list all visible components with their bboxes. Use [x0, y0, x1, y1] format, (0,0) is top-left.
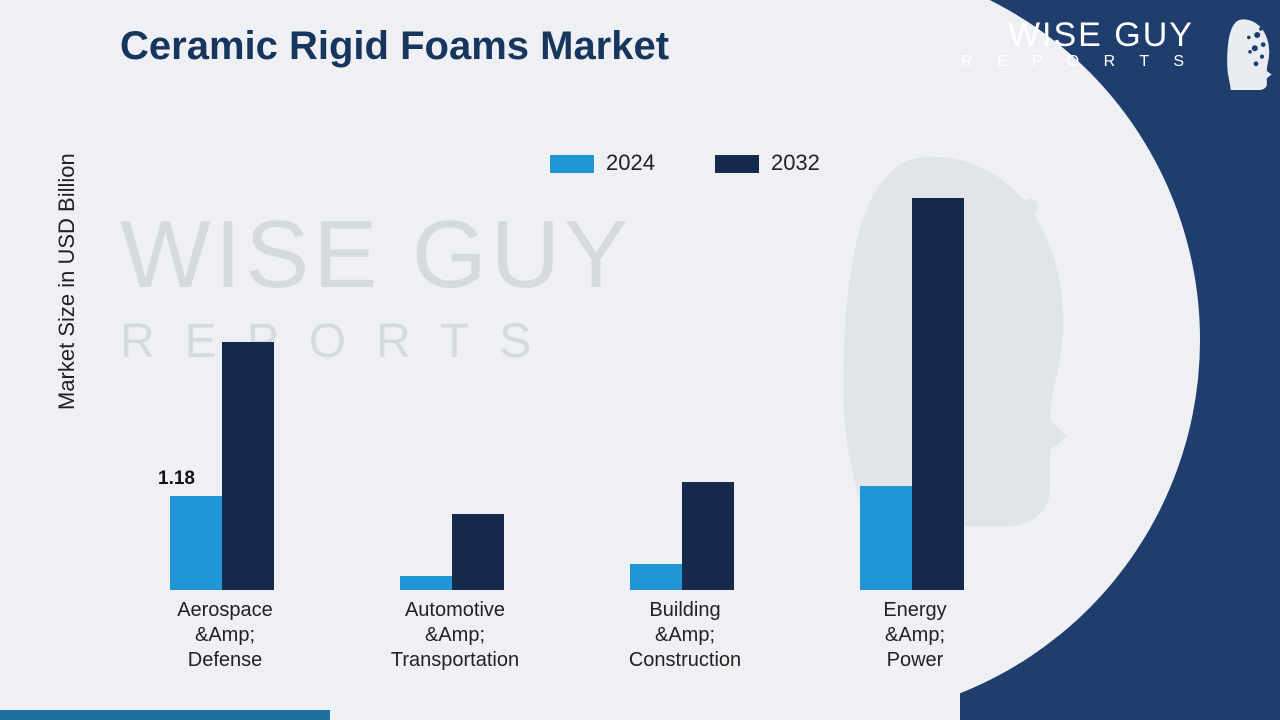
legend-label-2024: 2024: [606, 150, 655, 175]
legend-item-2024: 2024: [550, 150, 655, 176]
legend: 2024 2032: [550, 150, 820, 176]
bar-2032: [222, 342, 274, 590]
x-axis-label: Aerospace&Amp;Defense: [125, 598, 325, 673]
bar-2024: [860, 486, 912, 590]
brand-line2: R E P O R T S: [961, 54, 1252, 70]
bar-2032: [452, 514, 504, 590]
legend-swatch-2032: [715, 155, 759, 173]
x-axis-label: Building&Amp;Construction: [585, 598, 785, 673]
bar-value-label: 1.18: [158, 468, 195, 490]
plot-area: 1.18Aerospace&Amp;DefenseAutomotive&Amp;…: [130, 190, 1050, 590]
bar-2032: [912, 198, 964, 590]
brand-line1: WISE GUY: [961, 18, 1252, 52]
bar-2032: [682, 482, 734, 590]
bar-2024: [170, 496, 222, 590]
page: WISE GUY REPORTS Ceramic Rigid Foams Mar…: [0, 0, 1280, 720]
x-axis-label: Automotive&Amp;Transportation: [355, 598, 555, 673]
x-axis-label: Energy&Amp;Power: [815, 598, 1015, 673]
brand-logo: WISE GUY R E P O R T S: [961, 18, 1252, 70]
bar-2024: [400, 576, 452, 590]
legend-label-2032: 2032: [771, 150, 820, 175]
market-chart: Market Size in USD Billion 2024 2032 1.1…: [60, 150, 1060, 670]
legend-item-2032: 2032: [715, 150, 820, 176]
legend-swatch-2024: [550, 155, 594, 173]
y-axis-label: Market Size in USD Billion: [54, 153, 80, 410]
chart-title: Ceramic Rigid Foams Market: [120, 24, 669, 69]
footer-accent-bar: [0, 710, 330, 720]
bar-2024: [630, 564, 682, 590]
